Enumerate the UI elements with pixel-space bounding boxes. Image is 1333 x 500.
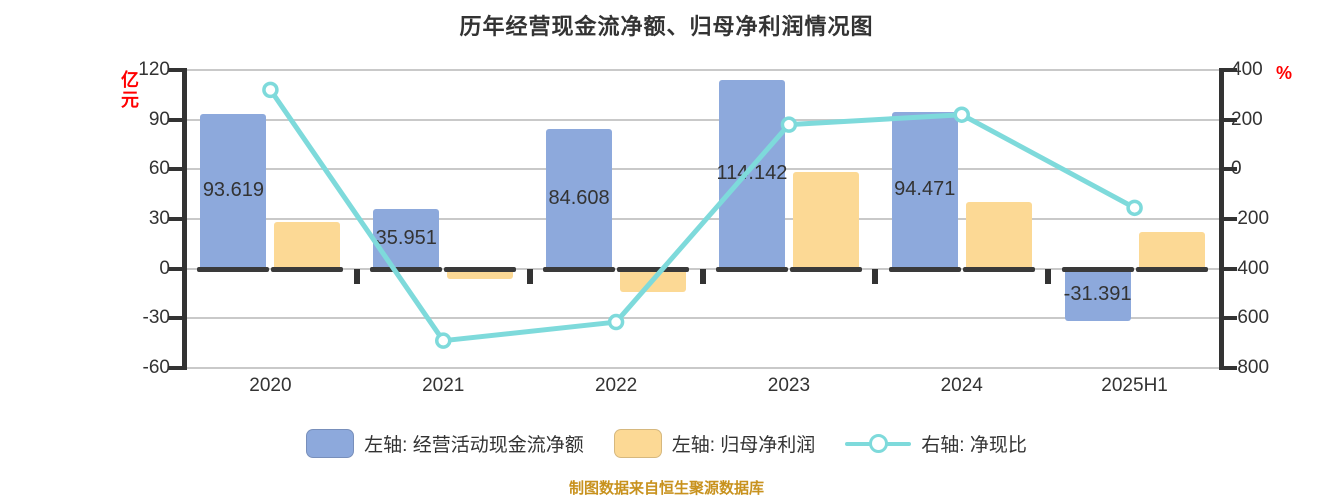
right-axis-tick-label: -800 <box>1231 357 1270 378</box>
left-axis-tick <box>168 167 182 172</box>
bar-netprofit-2020[interactable] <box>274 222 341 269</box>
right-axis-tick <box>1223 117 1237 122</box>
right-axis-tick <box>1223 266 1237 271</box>
right-axis-tick-label: -200 <box>1231 208 1270 229</box>
bar-value-label: 93.619 <box>202 179 264 202</box>
legend-item-label: 左轴: 经营活动现金流净额 <box>364 435 584 456</box>
ratio-line-series <box>262 81 1143 349</box>
bar-netprofit-2023[interactable] <box>792 171 859 269</box>
left-axis-tick <box>168 366 182 370</box>
bar-netprofit-2024[interactable] <box>965 201 1032 269</box>
right-axis-tick <box>1223 316 1237 321</box>
left-axis-tick-label: -30 <box>142 307 170 329</box>
x-axis-label-2020: 2020 <box>249 375 292 396</box>
right-axis-unit-label: % <box>1276 63 1293 83</box>
legend-item-netprofit[interactable]: 左轴: 归母净利润 <box>613 429 816 458</box>
zero-baseline-segment <box>1135 267 1208 273</box>
bar-cashflow-2023[interactable] <box>718 79 785 269</box>
right-axis-tick <box>1223 366 1237 370</box>
legend-line-dot <box>869 434 889 453</box>
bar-value-label: 35.951 <box>375 226 437 249</box>
left-axis-tick-label: 120 <box>138 59 170 80</box>
bar-cashflow-2024[interactable] <box>891 112 958 269</box>
left-axis-spine <box>182 68 187 370</box>
legend-item-label: 左轴: 归母净利润 <box>671 435 816 456</box>
zero-baseline-segment <box>617 267 690 273</box>
gridline <box>184 367 1221 369</box>
cashflow-swatch-icon <box>306 429 355 458</box>
zero-baseline-segment <box>1061 267 1134 273</box>
line-marker-2023[interactable] <box>780 116 798 133</box>
gridline <box>184 218 1221 220</box>
bar-value-label: 94.471 <box>894 178 956 201</box>
x-axis-label-2021: 2021 <box>422 375 465 396</box>
left-axis-tick <box>168 68 182 72</box>
right-axis-tick <box>1223 167 1237 172</box>
left-axis-tick <box>168 117 182 122</box>
right-axis-tick-label: -400 <box>1231 257 1270 279</box>
right-axis-tick <box>1223 217 1237 221</box>
left-axis-tick-label: -60 <box>142 357 170 378</box>
legend-item-ratio[interactable]: 右轴: 净现比 <box>845 430 1027 457</box>
line-marker-2024[interactable] <box>953 106 970 123</box>
gridline <box>184 317 1221 320</box>
x-axis-tick <box>699 268 706 284</box>
bar-cashflow-2020[interactable] <box>200 113 267 269</box>
x-axis-label-2023: 2023 <box>767 375 811 396</box>
zero-baseline-segment <box>962 267 1035 273</box>
bar-value-label: -31.391 <box>1063 282 1132 305</box>
chart-title: 历年经营现金流净额、归母净利润情况图 <box>459 14 874 39</box>
zero-baseline-segment <box>789 267 862 273</box>
right-axis-tick-label: 400 <box>1231 59 1263 80</box>
line-marker-2022[interactable] <box>607 313 625 331</box>
zero-baseline-segment <box>715 267 788 273</box>
zero-baseline-segment <box>888 267 961 273</box>
legend-item-cashflow[interactable]: 左轴: 经营活动现金流净额 <box>306 429 584 458</box>
line-marker-2021[interactable] <box>435 332 452 349</box>
gridline <box>184 118 1221 121</box>
chart-legend: 左轴: 经营活动现金流净额 左轴: 归母净利润 右轴: 净现比 <box>0 429 1333 458</box>
right-axis-tick-label: 0 <box>1231 158 1301 180</box>
left-axis-unit-label: 亿元 <box>119 70 139 110</box>
left-axis-tick-label: 0 <box>159 257 170 279</box>
bar-cashflow-2022[interactable] <box>546 128 613 269</box>
x-axis-tick <box>353 268 360 284</box>
line-marker-2025H1[interactable] <box>1126 199 1143 217</box>
zero-baseline-segment <box>543 267 616 273</box>
ratio-line-marker-icon <box>845 430 912 457</box>
zero-baseline-segment <box>444 267 517 273</box>
left-axis-tick-label: 30 <box>148 208 170 229</box>
left-axis-tick <box>168 217 182 221</box>
x-axis-label-2024: 2024 <box>940 375 983 396</box>
left-axis-tick <box>168 266 182 271</box>
zero-baseline-segment <box>271 267 344 273</box>
legend-item-label: 右轴: 净现比 <box>921 435 1027 456</box>
left-axis-tick-label: 60 <box>148 158 170 180</box>
left-axis-tick <box>168 316 182 321</box>
gridline <box>184 69 1221 71</box>
bar-value-label: 84.608 <box>548 186 610 209</box>
bar-netprofit-2021[interactable] <box>447 268 514 280</box>
right-axis-tick-label: -600 <box>1231 307 1270 329</box>
footer-source-note: 制图数据来自恒生聚源数据库 <box>568 480 764 497</box>
left-axis-tick-label: 90 <box>148 108 170 130</box>
x-axis-tick <box>1045 268 1052 284</box>
bar-cashflow-2025H1[interactable] <box>1064 268 1131 321</box>
right-axis-tick-label: 200 <box>1231 108 1263 130</box>
netprofit-swatch-icon <box>613 429 662 458</box>
bar-netprofit-2025H1[interactable] <box>1138 232 1205 269</box>
gridline <box>184 168 1221 171</box>
line-marker-2020[interactable] <box>262 81 279 99</box>
zero-baseline-segment <box>197 267 270 273</box>
bar-value-label: 114.142 <box>716 162 788 185</box>
x-axis-label-2022: 2022 <box>594 375 638 396</box>
right-axis-tick <box>1223 68 1237 72</box>
zero-baseline-segment <box>370 267 443 273</box>
ratio-line-path <box>267 87 1138 344</box>
x-axis-label-2025H1: 2025H1 <box>1101 375 1168 396</box>
x-axis-tick <box>526 268 533 284</box>
x-axis-tick <box>872 268 879 284</box>
right-axis-spine <box>1219 68 1224 370</box>
